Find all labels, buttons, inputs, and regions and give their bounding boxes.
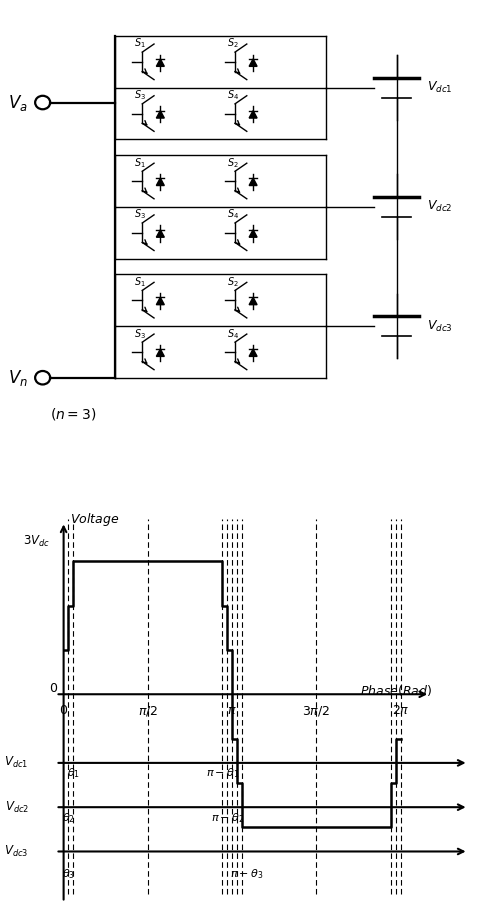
Text: $V_{dc1}$: $V_{dc1}$ bbox=[426, 80, 451, 95]
Polygon shape bbox=[156, 349, 164, 356]
Text: $(n = 3)$: $(n = 3)$ bbox=[50, 406, 96, 421]
Text: $V_{dc3}$: $V_{dc3}$ bbox=[426, 319, 451, 333]
Text: $S_4$: $S_4$ bbox=[226, 208, 238, 222]
Text: $S_3$: $S_3$ bbox=[134, 89, 146, 103]
Text: $V_{dc1}$: $V_{dc1}$ bbox=[5, 756, 29, 770]
Polygon shape bbox=[156, 59, 164, 66]
Text: $2\pi$: $2\pi$ bbox=[391, 704, 409, 717]
Text: $V_n$: $V_n$ bbox=[8, 367, 28, 387]
Text: $\pi-\theta_2$: $\pi-\theta_2$ bbox=[210, 811, 243, 824]
Text: $S_1$: $S_1$ bbox=[134, 156, 146, 169]
Polygon shape bbox=[248, 178, 257, 186]
Text: $\pi$: $\pi$ bbox=[227, 704, 236, 717]
Polygon shape bbox=[248, 59, 257, 66]
Text: $\theta_3$: $\theta_3$ bbox=[62, 867, 75, 881]
Text: $S_1$: $S_1$ bbox=[134, 275, 146, 289]
Text: $S_2$: $S_2$ bbox=[226, 37, 238, 50]
Text: $S_4$: $S_4$ bbox=[226, 89, 238, 103]
Text: $\theta_2$: $\theta_2$ bbox=[62, 811, 75, 824]
Text: $\pi-\theta_3$: $\pi-\theta_3$ bbox=[229, 867, 263, 881]
Text: $S_2$: $S_2$ bbox=[226, 156, 238, 169]
Text: $S_1$: $S_1$ bbox=[134, 37, 146, 50]
Polygon shape bbox=[248, 349, 257, 356]
Text: $\pi-\theta_1$: $\pi-\theta_1$ bbox=[205, 767, 238, 780]
Polygon shape bbox=[156, 298, 164, 305]
Text: $Phase(Rad)$: $Phase(Rad)$ bbox=[360, 683, 432, 698]
Text: 0: 0 bbox=[49, 682, 57, 695]
Text: $Voltage$: $Voltage$ bbox=[70, 511, 119, 528]
Text: $V_{dc2}$: $V_{dc2}$ bbox=[426, 200, 451, 214]
Polygon shape bbox=[156, 178, 164, 186]
Text: $3\pi/2$: $3\pi/2$ bbox=[302, 704, 330, 718]
Text: $3V_{dc}$: $3V_{dc}$ bbox=[23, 534, 50, 549]
Text: $S_2$: $S_2$ bbox=[226, 275, 238, 289]
Polygon shape bbox=[156, 111, 164, 118]
Text: 0: 0 bbox=[60, 704, 68, 717]
Text: $S_3$: $S_3$ bbox=[134, 208, 146, 222]
Text: $V_{dc3}$: $V_{dc3}$ bbox=[5, 844, 29, 859]
Polygon shape bbox=[248, 111, 257, 118]
Text: $V_{dc2}$: $V_{dc2}$ bbox=[5, 800, 29, 814]
Text: $V_a$: $V_a$ bbox=[8, 93, 28, 113]
Polygon shape bbox=[156, 230, 164, 237]
Text: $\theta_1$: $\theta_1$ bbox=[67, 767, 80, 780]
Text: $S_3$: $S_3$ bbox=[134, 327, 146, 341]
Polygon shape bbox=[248, 230, 257, 237]
Polygon shape bbox=[248, 298, 257, 305]
Text: $S_4$: $S_4$ bbox=[226, 327, 238, 341]
Text: $\pi/2$: $\pi/2$ bbox=[138, 704, 157, 718]
